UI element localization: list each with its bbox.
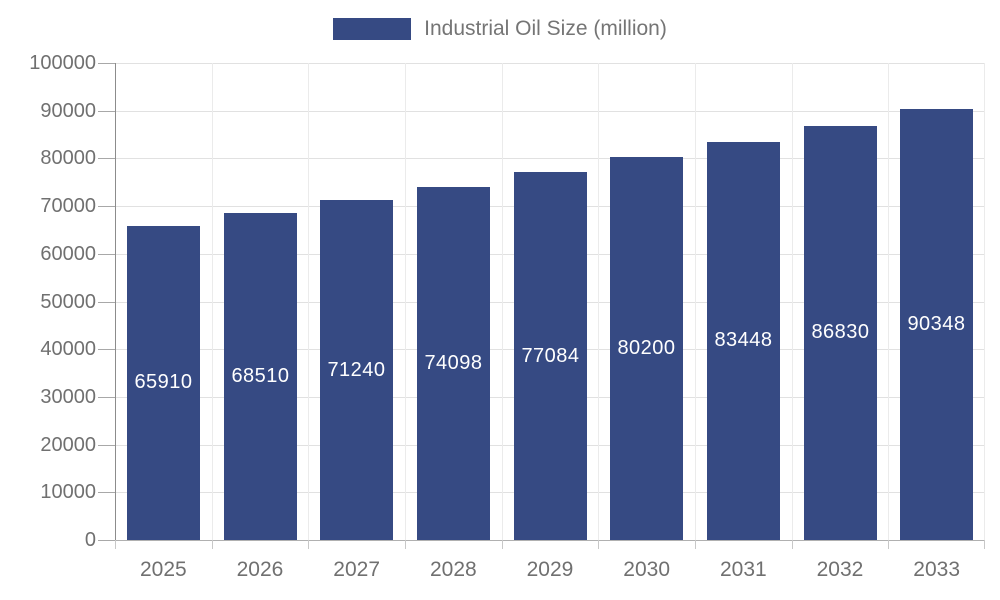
x-axis-tick [212,540,213,549]
y-axis-tick-label: 30000 [40,385,96,408]
horizontal-gridline [115,110,985,112]
y-axis-tick-label: 90000 [40,99,96,122]
bar-value-label: 68510 [231,365,290,388]
x-axis-category-label: 2025 [139,558,187,581]
legend-swatch [333,18,412,40]
y-axis-line [115,63,116,540]
vertical-gridline [502,63,503,540]
bar-value-label: 90348 [907,313,966,335]
x-axis-category-label: 2030 [623,558,671,581]
y-axis-tick [98,349,115,351]
vertical-gridline [308,63,309,540]
x-axis-tick [984,540,985,549]
bar-value-label: 80200 [617,337,676,360]
bar-value-label: 65910 [134,371,193,394]
y-axis-tick [98,206,115,208]
y-axis-tick-label: 20000 [40,433,96,456]
plot-area: 65910 68510 71240 74098 77084 80200 83448 86830… [115,63,985,541]
y-axis-tick [98,540,115,541]
vertical-gridline [792,63,793,540]
x-axis-tick [308,540,309,549]
bar-value-label: 77084 [521,344,580,367]
bar-value-label: 71240 [327,358,386,381]
bar-2030[interactable]: 80200 [610,157,683,540]
y-axis-tick [98,396,115,398]
y-axis-tick-label: 40000 [40,338,96,361]
x-axis-tick [695,540,696,549]
bar-2025[interactable]: 65910 [127,225,200,540]
bar-2029[interactable]: 77084 [514,172,587,540]
x-axis-tick [598,540,599,549]
bar-2028[interactable]: 74098 [417,186,490,540]
vertical-gridline [984,63,985,540]
x-axis-category-label: 2029 [526,558,574,581]
y-axis-tick-label: 80000 [40,147,96,170]
x-axis-category-label: 2031 [719,558,767,581]
legend-item[interactable]: Industrial Oil Size (million) [0,16,1000,42]
x-axis-category-label: 2026 [236,558,284,581]
vertical-gridline [405,63,406,540]
bar-2031[interactable]: 83448 [707,141,780,540]
vertical-gridline [212,63,213,540]
bar-value-label: 74098 [424,351,483,374]
bar-2027[interactable]: 71240 [320,200,393,540]
x-axis-tick [405,540,406,549]
y-axis-tick-label: 60000 [40,242,96,265]
x-axis-tick [115,540,116,549]
x-axis-tick [792,540,793,549]
y-axis-tick-label: 10000 [40,481,96,504]
vertical-gridline [598,63,599,540]
x-axis-category-label: 2033 [913,558,961,581]
x-axis-category-label: 2027 [333,558,381,581]
vertical-gridline [695,63,696,540]
horizontal-gridline [115,158,985,160]
bar-2033[interactable]: 90348 [900,109,973,540]
bar-2032[interactable]: 86830 [804,125,877,540]
horizontal-gridline [115,63,985,64]
y-axis-tick [98,444,115,446]
y-axis-tick-label: 50000 [40,290,96,313]
y-axis-tick [98,63,115,64]
bar-value-label: 86830 [811,321,870,344]
x-axis-line [115,540,985,541]
y-axis-tick [98,158,115,160]
x-axis-tick [502,540,503,549]
bar-2026[interactable]: 68510 [224,213,297,540]
y-axis-tick-label: 0 [84,529,96,551]
y-axis-tick [98,492,115,494]
y-axis-tick [98,110,115,112]
vertical-gridline [888,63,889,540]
legend-label: Industrial Oil Size (million) [424,17,667,40]
y-axis-tick [98,253,115,255]
y-axis-tick-label: 100000 [29,52,96,74]
x-axis-tick [888,540,889,549]
x-axis-category-label: 2028 [429,558,477,581]
y-axis-tick-label: 70000 [40,195,96,218]
y-axis-tick [98,301,115,303]
bar-value-label: 83448 [714,329,773,352]
x-axis-category-label: 2032 [816,558,864,581]
